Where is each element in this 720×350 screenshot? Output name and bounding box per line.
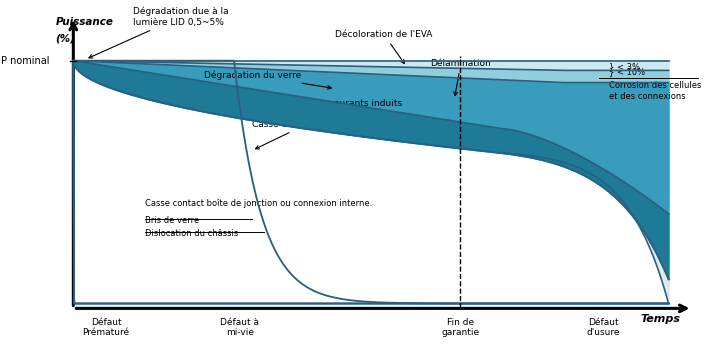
Text: Dégradation du verre: Dégradation du verre — [204, 70, 331, 89]
Text: P nominal: P nominal — [1, 56, 50, 66]
Text: Casse contact boîte de jonction ou connexion interne.: Casse contact boîte de jonction ou conne… — [145, 199, 372, 208]
Text: } < 10%: } < 10% — [609, 68, 645, 77]
Text: } < 3%: } < 3% — [609, 62, 640, 71]
Text: (%): (%) — [55, 34, 76, 44]
Text: Dislocation du châssis: Dislocation du châssis — [145, 230, 238, 238]
Text: Corrosion des cellules
et des connexions: Corrosion des cellules et des connexions — [609, 81, 701, 101]
Text: Défaut
d'usure: Défaut d'usure — [586, 318, 620, 337]
Text: Dégradation due à la
lumière LID 0,5~5%: Dégradation due à la lumière LID 0,5~5% — [89, 7, 228, 58]
Text: Temps: Temps — [641, 314, 680, 324]
Text: Délamination: Délamination — [431, 59, 491, 96]
Text: Fin de
garantie: Fin de garantie — [441, 318, 480, 337]
Text: Défaut à
mi-vie: Défaut à mi-vie — [220, 318, 259, 337]
Text: Bris de verre: Bris de verre — [145, 216, 199, 225]
Text: Défaut
Prématuré: Défaut Prématuré — [83, 318, 130, 337]
Text: Décoloration de l'EVA: Décoloration de l'EVA — [336, 30, 433, 63]
Text: Dégradation par courants induits
(PID)
Casse diode ou connexion interne: Dégradation par courants induits (PID) C… — [252, 98, 406, 149]
Text: Puissance: Puissance — [55, 17, 113, 27]
